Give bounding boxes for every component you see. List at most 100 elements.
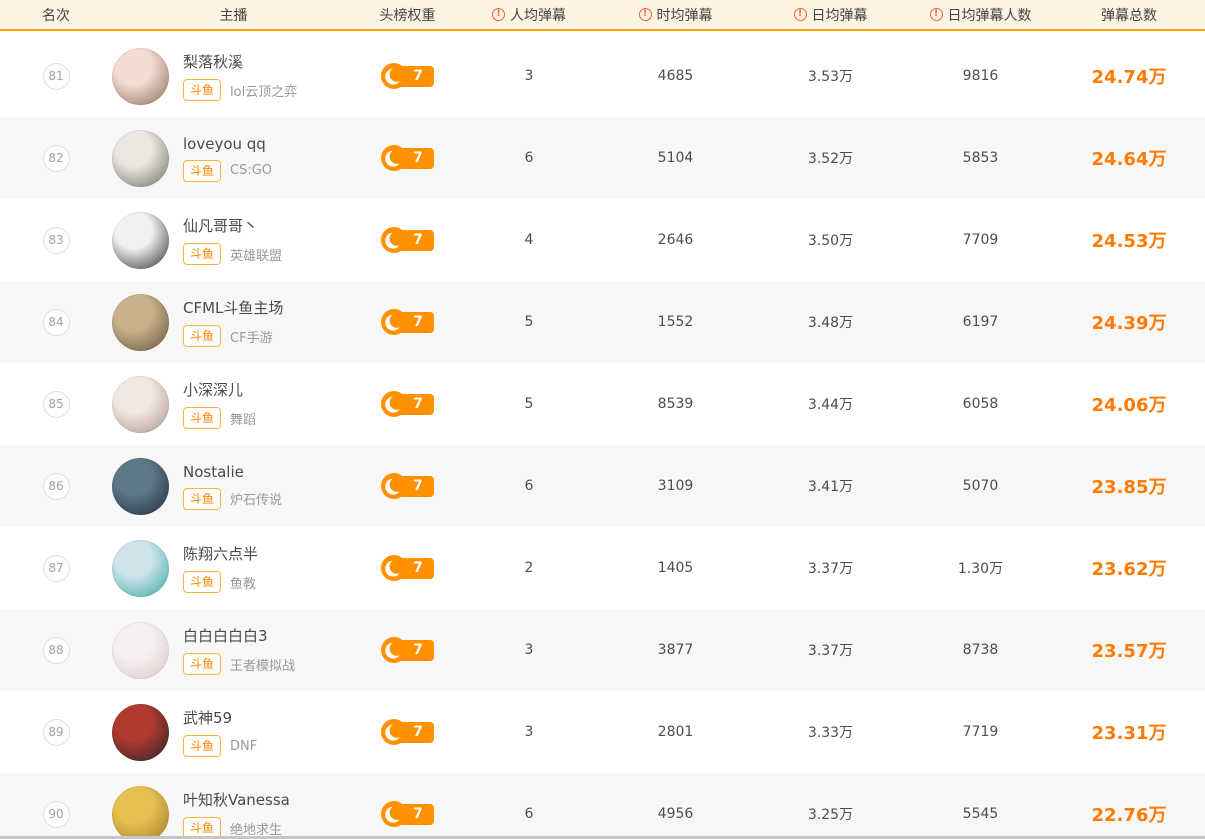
total-danmaku-cell: 23.62万: [1091, 559, 1167, 580]
streamer-name[interactable]: 陈翔六点半: [183, 545, 259, 563]
streamer-info: Nostalie 斗鱼 炉石传说: [183, 463, 282, 510]
hourly-danmaku-cell: 3109: [657, 478, 694, 494]
column-header-daily: ! 日均弹幕: [753, 5, 908, 25]
daily-danmaku-users-cell: 7719: [962, 724, 999, 740]
column-header-label: 日均弹幕人数: [947, 7, 1032, 24]
avatar[interactable]: [112, 539, 169, 597]
per-user-danmaku-cell: 2: [524, 560, 534, 576]
daily-danmaku-users-cell: 7709: [962, 232, 999, 248]
weight-cell: 7: [355, 309, 460, 335]
info-icon[interactable]: !: [638, 8, 652, 21]
streamer-name[interactable]: CFML斗鱼主场: [183, 299, 284, 317]
table-row: 84 CFML斗鱼主场 斗鱼 CF手游: [0, 281, 1205, 363]
streamer-name[interactable]: 梨落秋溪: [183, 53, 244, 71]
avatar[interactable]: [112, 47, 169, 105]
daily-danmaku-users-cell: 5853: [962, 150, 999, 166]
streamer-cell: CFML斗鱼主场 斗鱼 CF手游: [112, 293, 355, 351]
weight-badge: 7: [381, 801, 434, 827]
rank-cell: 88: [0, 636, 112, 664]
table-row: 90 叶知秋Vanessa 斗鱼 绝地求生: [0, 773, 1205, 839]
rank-cell: 89: [0, 718, 112, 746]
streamer-name[interactable]: 小深深儿: [183, 381, 244, 399]
category-label: 英雄联盟: [230, 248, 283, 264]
streamer-cell: loveyou qq 斗鱼 CS:GO: [112, 129, 355, 187]
daily-danmaku-cell: 3.52万: [807, 151, 854, 167]
per-user-danmaku-cell: 6: [524, 478, 534, 494]
streamer-info: 武神59 斗鱼 DNF: [183, 707, 257, 757]
streamer-name[interactable]: 白白白白白3: [183, 627, 268, 645]
streamer-cell: 小深深儿 斗鱼 舞蹈: [112, 375, 355, 433]
daily-danmaku-cell: 3.44万: [807, 397, 854, 413]
streamer-cell: 武神59 斗鱼 DNF: [112, 703, 355, 761]
streamer-cell: 梨落秋溪 斗鱼 lol云顶之弈: [112, 47, 355, 105]
rank-cell: 86: [0, 472, 112, 500]
rank-badge: 87: [42, 554, 70, 582]
total-danmaku-cell: 24.74万: [1091, 67, 1167, 88]
weight-cell: 7: [355, 637, 460, 663]
moon-icon: [381, 145, 407, 171]
rank-badge: 82: [42, 144, 70, 172]
column-header-label: 主播: [219, 7, 248, 24]
avatar[interactable]: [112, 211, 169, 269]
column-header-label: 头榜权重: [379, 7, 436, 24]
platform-badge: 斗鱼: [183, 325, 222, 347]
streamer-info: 叶知秋Vanessa 斗鱼 绝地求生: [183, 789, 290, 839]
weight-cell: 7: [355, 391, 460, 417]
bottom-divider: [0, 836, 1205, 839]
avatar[interactable]: [112, 621, 169, 679]
category-label: 舞蹈: [230, 412, 257, 428]
streamer-name[interactable]: Nostalie: [183, 462, 244, 481]
column-header-streamer: 主播: [112, 5, 355, 25]
streamer-meta: 斗鱼 王者模拟战: [183, 653, 295, 675]
daily-danmaku-users-cell: 1.30万: [957, 561, 1004, 577]
weight-cell: 7: [355, 227, 460, 253]
streamer-info: 小深深儿 斗鱼 舞蹈: [183, 379, 256, 429]
avatar[interactable]: [112, 293, 169, 351]
table-row: 82 loveyou qq 斗鱼 CS:GO: [0, 117, 1205, 199]
streamer-name[interactable]: loveyou qq: [183, 134, 266, 153]
daily-danmaku-cell: 3.48万: [807, 315, 854, 331]
avatar[interactable]: [112, 375, 169, 433]
total-danmaku-cell: 24.39万: [1091, 313, 1167, 334]
hourly-danmaku-cell: 2646: [657, 232, 694, 248]
per-user-danmaku-cell: 4: [524, 232, 534, 248]
moon-icon: [381, 637, 407, 663]
total-danmaku-cell: 24.64万: [1091, 149, 1167, 170]
streamer-name[interactable]: 仙凡哥哥丶: [183, 217, 259, 235]
daily-danmaku-users-cell: 5070: [962, 478, 999, 494]
streamer-info: CFML斗鱼主场 斗鱼 CF手游: [183, 297, 283, 347]
streamer-name[interactable]: 叶知秋Vanessa: [183, 791, 290, 809]
avatar[interactable]: [112, 703, 169, 761]
total-danmaku-cell: 23.85万: [1091, 477, 1167, 498]
info-icon[interactable]: !: [793, 8, 807, 21]
hourly-danmaku-cell: 1405: [657, 560, 694, 576]
platform-badge: 斗鱼: [183, 735, 222, 757]
streamer-cell: 白白白白白3 斗鱼 王者模拟战: [112, 621, 355, 679]
streamer-info: 仙凡哥哥丶 斗鱼 英雄联盟: [183, 215, 282, 265]
weight-badge: 7: [381, 309, 434, 335]
column-header-per_user: ! 人均弹幕: [460, 5, 598, 25]
per-user-danmaku-cell: 3: [524, 724, 534, 740]
avatar[interactable]: [112, 785, 169, 839]
avatar[interactable]: [112, 457, 169, 515]
table-row: 85 小深深儿 斗鱼 舞蹈 7: [0, 363, 1205, 445]
rank-badge: 86: [42, 472, 70, 500]
weight-badge: 7: [381, 637, 434, 663]
moon-icon: [381, 227, 407, 253]
streamer-meta: 斗鱼 DNF: [183, 735, 257, 757]
platform-badge: 斗鱼: [183, 407, 222, 429]
streamer-meta: 斗鱼 CF手游: [183, 325, 283, 347]
moon-icon: [381, 63, 407, 89]
info-icon[interactable]: !: [492, 8, 505, 21]
weight-cell: 7: [355, 63, 460, 89]
column-header-total: 弹幕总数: [1053, 5, 1205, 25]
rank-badge: 89: [42, 718, 70, 746]
daily-danmaku-cell: 3.25万: [807, 807, 854, 823]
category-label: lol云顶之弈: [230, 84, 298, 100]
info-icon[interactable]: !: [929, 8, 943, 21]
category-label: DNF: [230, 738, 258, 754]
moon-icon: [381, 473, 407, 499]
hourly-danmaku-cell: 8539: [657, 396, 694, 412]
streamer-name[interactable]: 武神59: [183, 709, 233, 727]
avatar[interactable]: [112, 129, 169, 187]
